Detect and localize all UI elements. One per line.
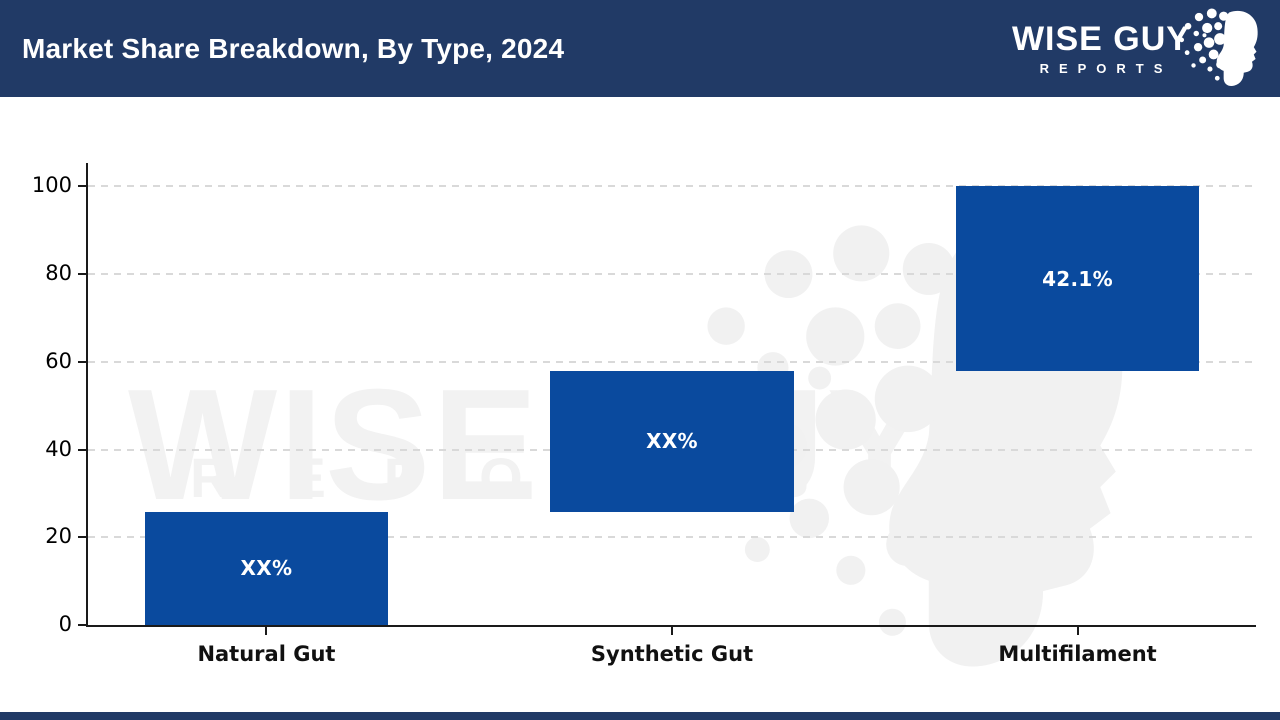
y-tick-mark xyxy=(78,448,86,451)
y-tick-mark xyxy=(78,273,86,275)
plot-area: 0 20 40 60 80 100 XX% Natural Gut XX% Synthetic G… xyxy=(32,163,1256,666)
x-tick-mark xyxy=(671,627,673,635)
x-tick-mark xyxy=(265,627,268,635)
bar-multifilament: 42.1% xyxy=(955,186,1200,371)
x-tick-mark xyxy=(1076,627,1079,635)
x-category-label: Natural Gut xyxy=(197,642,336,666)
y-tick-label: 40 xyxy=(45,436,72,461)
footer-bar xyxy=(0,712,1280,720)
x-axis-line xyxy=(86,625,1256,627)
page-title: Market Share Breakdown, By Type, 2024 xyxy=(22,32,565,64)
y-tick-mark xyxy=(78,185,86,188)
header-bar: Market Share Breakdown, By Type, 2024 WI… xyxy=(0,0,1280,97)
bar-synthetic-gut: XX% xyxy=(550,370,794,512)
y-axis-line xyxy=(86,163,88,627)
gridline-100 xyxy=(88,185,1256,188)
y-tick-mark xyxy=(78,536,86,539)
bar-value-label: XX% xyxy=(646,429,698,454)
logo-line1: WISE GUY xyxy=(1011,20,1190,58)
y-tick-label: 80 xyxy=(45,261,72,285)
y-tick-label: 0 xyxy=(58,612,72,636)
gridline-20 xyxy=(88,536,1256,539)
y-tick-label: 20 xyxy=(45,524,72,549)
y-tick-mark xyxy=(78,360,86,363)
y-tick-mark xyxy=(78,624,86,626)
bar-value-label: 42.1% xyxy=(1042,266,1113,291)
wise-guy-logo: WISE GUY REPORTS xyxy=(1012,7,1266,91)
logo-line2: REPORTS xyxy=(1039,61,1173,76)
bar-value-label: XX% xyxy=(240,556,293,581)
y-tick-label: 60 xyxy=(45,348,72,373)
bar-natural-gut: XX% xyxy=(144,511,389,625)
logo-wordmark: WISE GUY REPORTS xyxy=(1012,22,1190,75)
x-category-label: Multifilament xyxy=(998,642,1157,666)
x-category-label: Synthetic Gut xyxy=(590,642,754,666)
gridline-80 xyxy=(88,273,1256,275)
dotted-head-logo-icon xyxy=(1174,7,1266,91)
y-tick-label: 100 xyxy=(31,173,72,198)
gridline-60 xyxy=(88,360,1256,363)
